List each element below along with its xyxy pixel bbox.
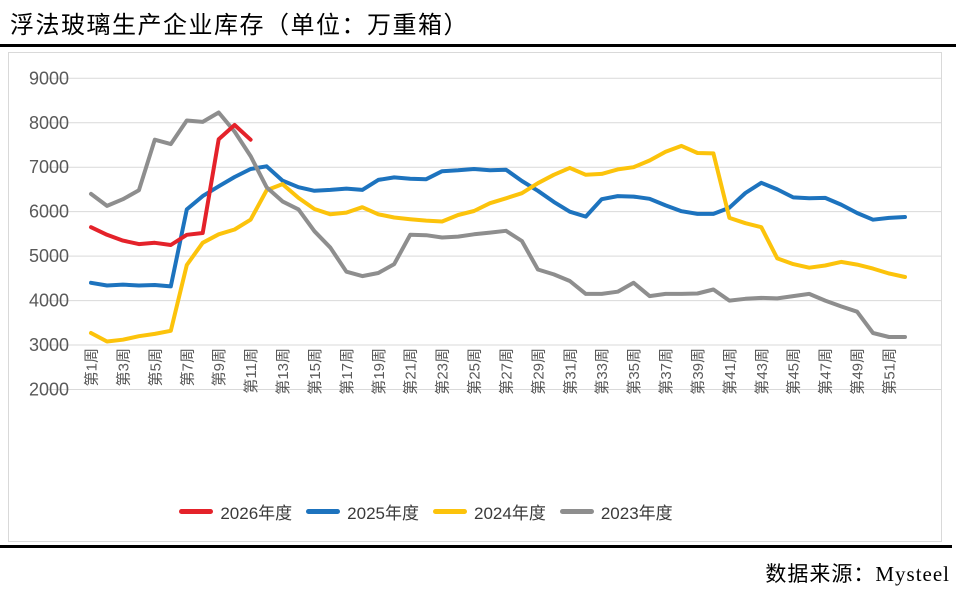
series-line-2023 — [89, 110, 907, 339]
x-tick-label: 第43周 — [753, 348, 771, 395]
chart-title: 浮法玻璃生产企业库存（单位：万重箱） — [10, 13, 469, 39]
x-tick-label: 第41周 — [721, 348, 739, 395]
legend-item-2023: 2023年度 — [559, 499, 673, 524]
x-tick-label: 第49周 — [849, 348, 867, 395]
legend-label: 2025年度 — [347, 504, 419, 523]
x-tick-label: 第15周 — [306, 348, 324, 395]
x-tick-label: 第7周 — [178, 348, 196, 386]
legend-item-2025: 2025年度 — [306, 499, 419, 524]
x-tick-label: 第31周 — [561, 348, 579, 395]
x-tick-label: 第51周 — [881, 348, 899, 395]
y-tick-label: 3000 — [29, 335, 69, 355]
legend-swatch — [179, 509, 214, 514]
x-tick-label: 第19周 — [370, 348, 388, 395]
x-tick-label: 第23周 — [434, 348, 452, 395]
bottom-rule — [0, 545, 952, 548]
y-tick-label: 9000 — [29, 68, 69, 88]
series-line-2026 — [89, 123, 253, 247]
legend-label: 2023年度 — [600, 504, 673, 523]
legend-item-2024: 2024年度 — [433, 499, 546, 524]
y-tick-label: 2000 — [29, 380, 69, 400]
legend-swatch — [559, 509, 594, 514]
y-tick-label: 5000 — [29, 246, 69, 266]
x-tick-label: 第37周 — [657, 348, 675, 395]
legend-swatch — [433, 509, 467, 514]
legend-swatch — [306, 509, 341, 514]
x-tick-label: 第45周 — [785, 348, 803, 395]
y-tick-label: 4000 — [29, 291, 69, 311]
chart-area: 9000 8000 7000 6000 5000 4000 3000 2000 第1周 第3周 第5… — [8, 52, 942, 542]
x-tick-label: 第35周 — [625, 348, 643, 395]
legend-label: 2024年度 — [474, 504, 546, 523]
x-tick-label: 第1周 — [83, 348, 101, 386]
y-tick-label: 8000 — [29, 113, 69, 133]
x-tick-label: 第21周 — [402, 348, 420, 395]
x-tick-label: 第5周 — [146, 348, 164, 386]
y-tick-label: 6000 — [29, 202, 69, 222]
x-tick-label: 第17周 — [338, 348, 356, 395]
series-line-2024 — [89, 143, 907, 344]
legend-label: 2026年度 — [220, 504, 293, 523]
x-tick-label: 第3周 — [114, 348, 132, 386]
series-line-2025 — [89, 164, 907, 289]
x-tick-label: 第27周 — [497, 348, 515, 395]
x-tick-label: 第29周 — [529, 348, 547, 395]
x-tick-label: 第33周 — [593, 348, 611, 395]
legend: 2026年度 2025年度 2024年度 2023年度 — [0, 499, 899, 524]
x-tick-label: 第25周 — [466, 348, 484, 395]
x-tick-label: 第47周 — [817, 348, 835, 395]
legend-item-2026: 2026年度 — [179, 499, 292, 524]
source-note: 数据来源：Mysteel — [765, 562, 950, 586]
x-tick-label: 第39周 — [689, 348, 707, 395]
x-tick-label: 第11周 — [242, 348, 260, 394]
title-underline — [0, 44, 956, 47]
x-tick-label: 第13周 — [274, 348, 292, 395]
x-tick-label: 第9周 — [210, 348, 228, 386]
y-tick-label: 7000 — [29, 157, 69, 177]
